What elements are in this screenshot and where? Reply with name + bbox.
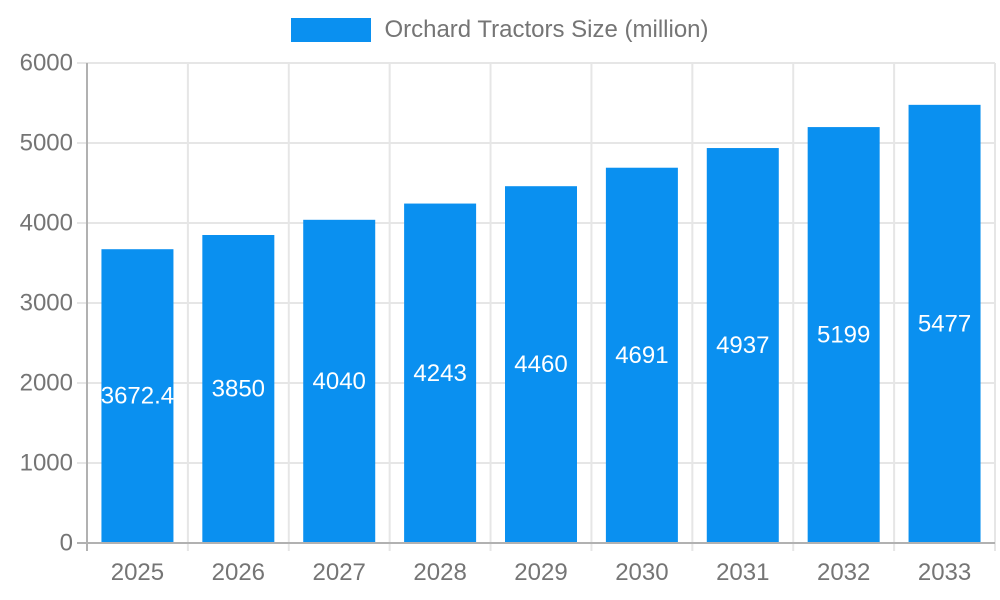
y-tick-label: 5000 xyxy=(20,130,73,157)
x-tick-label: 2025 xyxy=(111,559,164,586)
bar-2032[interactable] xyxy=(807,127,880,543)
y-tick-label: 6000 xyxy=(20,50,73,77)
legend-label[interactable]: Orchard Tractors Size (million) xyxy=(384,16,709,43)
y-tick-label: 4000 xyxy=(20,210,73,237)
bar-value-label: 5199 xyxy=(817,322,870,349)
bar-value-label: 4691 xyxy=(615,342,668,369)
chart-legend[interactable]: Orchard Tractors Size (million) xyxy=(0,16,1000,44)
x-tick-label: 2031 xyxy=(716,559,769,586)
bar-2025[interactable] xyxy=(101,249,174,543)
y-tick-label: 3000 xyxy=(20,290,73,317)
y-tick-label: 0 xyxy=(60,530,73,557)
legend-swatch-icon[interactable] xyxy=(291,18,372,42)
bar-2027[interactable] xyxy=(303,219,376,544)
x-tick-label: 2033 xyxy=(918,559,971,586)
x-tick-label: 2028 xyxy=(413,559,466,586)
x-tick-label: 2029 xyxy=(514,559,567,586)
x-tick-label: 2026 xyxy=(212,559,265,586)
bar-value-label: 5477 xyxy=(918,310,971,337)
bar-2030[interactable] xyxy=(605,167,678,543)
bar-2028[interactable] xyxy=(404,203,477,543)
bar-value-label: 4243 xyxy=(413,360,466,387)
x-tick-label: 2032 xyxy=(817,559,870,586)
bar-2031[interactable] xyxy=(706,148,779,544)
bar-2033[interactable] xyxy=(908,104,981,543)
bar-value-label: 4460 xyxy=(514,351,567,378)
y-tick-label: 1000 xyxy=(20,450,73,477)
bar-value-label: 3672.4 xyxy=(101,383,174,410)
bar-2026[interactable] xyxy=(202,235,275,543)
y-tick-label: 2000 xyxy=(20,370,73,397)
bar-value-label: 3850 xyxy=(212,376,265,403)
bar-value-label: 4040 xyxy=(313,368,366,395)
x-tick-label: 2027 xyxy=(313,559,366,586)
x-tick-label: 2030 xyxy=(615,559,668,586)
bar-2029[interactable] xyxy=(505,186,577,543)
bar-value-label: 4937 xyxy=(716,332,769,359)
